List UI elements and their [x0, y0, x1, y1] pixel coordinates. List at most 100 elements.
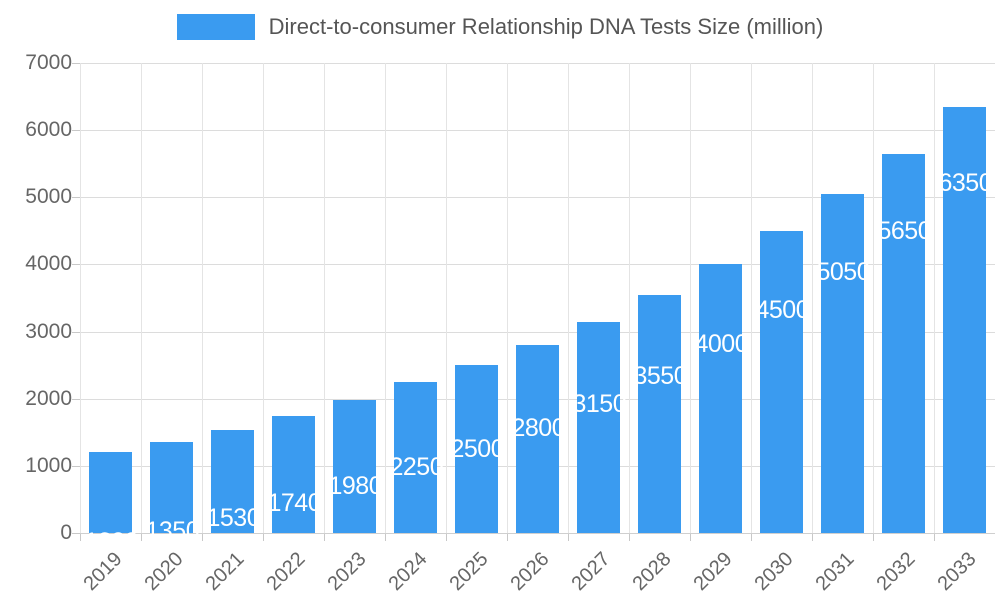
bar[interactable]	[637, 294, 682, 533]
x-axis-tick-mark	[873, 533, 874, 541]
horizontal-gridline	[80, 130, 995, 132]
y-axis-tick-mark	[72, 465, 80, 467]
vertical-gridline	[934, 63, 935, 533]
x-axis-tick-label: 2023	[323, 548, 371, 596]
bar-value-label: 1350	[145, 517, 200, 546]
bar[interactable]	[393, 381, 438, 533]
vertical-gridline	[141, 63, 142, 533]
bar-value-label: 5650	[877, 216, 932, 245]
x-axis-tick-mark	[263, 533, 264, 541]
y-axis-tick-mark	[72, 130, 80, 132]
horizontal-gridline	[80, 197, 995, 199]
x-axis-tick-label: 2026	[506, 548, 554, 596]
vertical-gridline	[385, 63, 386, 533]
y-axis-tick-label: 7000	[25, 51, 72, 74]
x-axis-tick-label: 2025	[445, 548, 493, 596]
x-axis-tick-mark	[141, 533, 142, 541]
bar[interactable]	[88, 452, 133, 533]
x-axis-tick-mark	[934, 533, 935, 541]
bar[interactable]	[576, 321, 621, 533]
vertical-gridline	[568, 63, 569, 533]
bar-value-label: 2250	[389, 452, 444, 481]
y-axis-tick-mark	[72, 63, 80, 64]
bar[interactable]	[759, 230, 804, 533]
bar-value-label: 2800	[511, 414, 566, 442]
bar-value-label: 1530	[206, 504, 261, 533]
horizontal-gridline	[80, 331, 995, 333]
y-axis-tick-label: 6000	[25, 118, 72, 142]
x-axis-tick-mark	[324, 533, 325, 541]
x-axis-tick-label: 2027	[567, 548, 615, 596]
plot-area	[80, 63, 995, 534]
vertical-gridline	[751, 63, 752, 533]
vertical-gridline	[263, 63, 264, 533]
x-axis-tick-mark	[629, 533, 630, 541]
x-axis-tick-mark	[446, 533, 447, 541]
x-axis-tick-label: 2033	[933, 548, 981, 596]
vertical-gridline	[202, 63, 203, 533]
x-axis-tick-label: 2029	[689, 548, 737, 596]
vertical-gridline	[80, 63, 81, 533]
y-axis-tick-label: 3000	[25, 319, 72, 343]
bar[interactable]	[515, 345, 560, 533]
x-axis-tick-label: 2028	[628, 548, 676, 596]
chart-legend: Direct-to-consumer Relationship DNA Test…	[0, 10, 1000, 44]
bar-value-label: 4500	[755, 295, 810, 324]
horizontal-gridline	[80, 264, 995, 266]
x-axis-tick-label: 2031	[811, 548, 859, 596]
bars	[80, 63, 995, 533]
x-axis-tick-mark	[690, 533, 691, 541]
legend-series-label: Direct-to-consumer Relationship DNA Test…	[268, 14, 824, 39]
x-axis-tick-label: 2021	[201, 548, 249, 596]
y-axis-tick-mark	[72, 264, 80, 266]
y-axis-tick-mark	[72, 398, 80, 400]
y-axis-tick-label: 4000	[25, 252, 72, 276]
bar-value-label: 3550	[633, 361, 688, 390]
x-axis-tick-label: 2032	[872, 548, 920, 596]
bar-value-label: 6350	[938, 168, 993, 197]
bar[interactable]	[942, 106, 987, 533]
bar-value-label: 1980	[328, 472, 383, 501]
bar[interactable]	[454, 365, 499, 533]
bar[interactable]	[820, 193, 865, 533]
vertical-gridline	[873, 63, 874, 533]
x-axis-tick-label: 2022	[262, 548, 310, 596]
bar[interactable]	[210, 430, 255, 533]
y-axis-tick-mark	[72, 197, 80, 199]
bar-value-labels: 1200 1350 1530 1740 1980 2250 2500 2800 3150 3550…	[80, 63, 995, 557]
y-axis-tick-mark	[72, 331, 80, 333]
y-axis-tick-label: 2000	[25, 386, 72, 410]
bar[interactable]	[149, 442, 194, 533]
vertical-gridline	[507, 63, 508, 533]
bar-value-label: 5050	[816, 257, 871, 286]
bar-value-label: 1740	[267, 489, 322, 518]
bar[interactable]	[332, 400, 377, 533]
bar-value-label: 2500	[450, 435, 505, 464]
horizontal-gridline	[80, 63, 995, 64]
vertical-gridline	[812, 63, 813, 533]
x-axis-tick-mark	[812, 533, 813, 541]
x-axis-tick-label: 2030	[750, 548, 798, 596]
bar-value-label: 3150	[572, 389, 627, 418]
bar[interactable]	[881, 153, 926, 533]
legend-color-swatch	[176, 14, 255, 40]
bar-value-label: 4000	[694, 330, 749, 359]
vertical-gridline	[629, 63, 630, 533]
x-axis-tick-mark	[568, 533, 569, 541]
x-axis-tick-mark	[385, 533, 386, 541]
bar[interactable]	[698, 264, 743, 533]
vertical-gridline	[446, 63, 447, 533]
y-axis-tick-label: 0	[60, 521, 72, 544]
x-axis-tick-label: 2020	[140, 548, 188, 596]
x-axis-tick-label: 2024	[384, 548, 432, 596]
y-axis-tick-mark	[72, 533, 80, 534]
y-axis-tick-label: 1000	[25, 453, 72, 477]
x-axis-tick-mark	[80, 533, 81, 541]
y-axis-tick-label: 5000	[25, 185, 72, 209]
vertical-gridline	[690, 63, 691, 533]
bar[interactable]	[271, 416, 316, 533]
horizontal-gridline	[80, 533, 995, 534]
x-axis-tick-mark	[751, 533, 752, 541]
